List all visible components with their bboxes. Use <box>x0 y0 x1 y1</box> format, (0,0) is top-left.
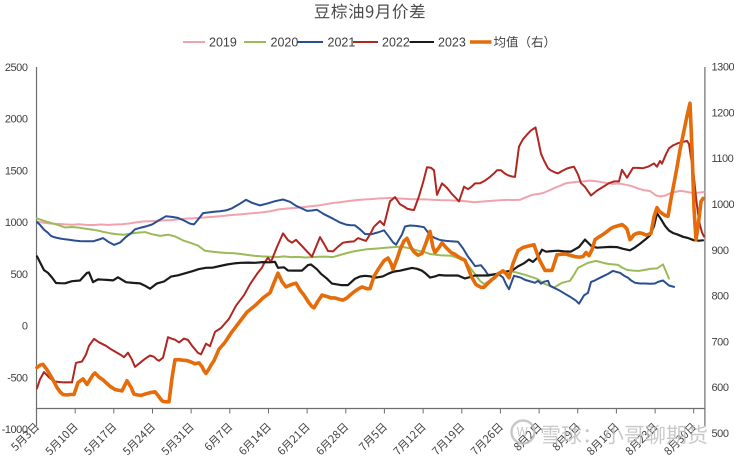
svg-text:2022: 2022 <box>382 36 410 50</box>
svg-text:1000: 1000 <box>5 217 28 229</box>
svg-text:1000: 1000 <box>712 199 734 211</box>
svg-text:800: 800 <box>712 291 729 303</box>
svg-text:2500: 2500 <box>5 62 28 74</box>
svg-text:1100: 1100 <box>712 153 734 165</box>
svg-text:1300: 1300 <box>712 62 734 74</box>
svg-text:500: 500 <box>10 269 27 281</box>
svg-text:700: 700 <box>712 336 729 348</box>
svg-text:2021: 2021 <box>328 36 356 50</box>
svg-text:-1000: -1000 <box>2 424 28 436</box>
svg-text:500: 500 <box>712 428 729 440</box>
svg-text:2023: 2023 <box>438 36 466 50</box>
svg-text:-500: -500 <box>7 372 28 384</box>
svg-text:600: 600 <box>712 382 729 394</box>
svg-text:2000: 2000 <box>5 114 28 126</box>
svg-text:900: 900 <box>712 245 729 257</box>
svg-text:2020: 2020 <box>271 36 299 50</box>
svg-text:1200: 1200 <box>712 107 734 119</box>
svg-text:0: 0 <box>22 321 28 333</box>
svg-text:1500: 1500 <box>5 165 28 177</box>
svg-text:2019: 2019 <box>209 36 237 50</box>
